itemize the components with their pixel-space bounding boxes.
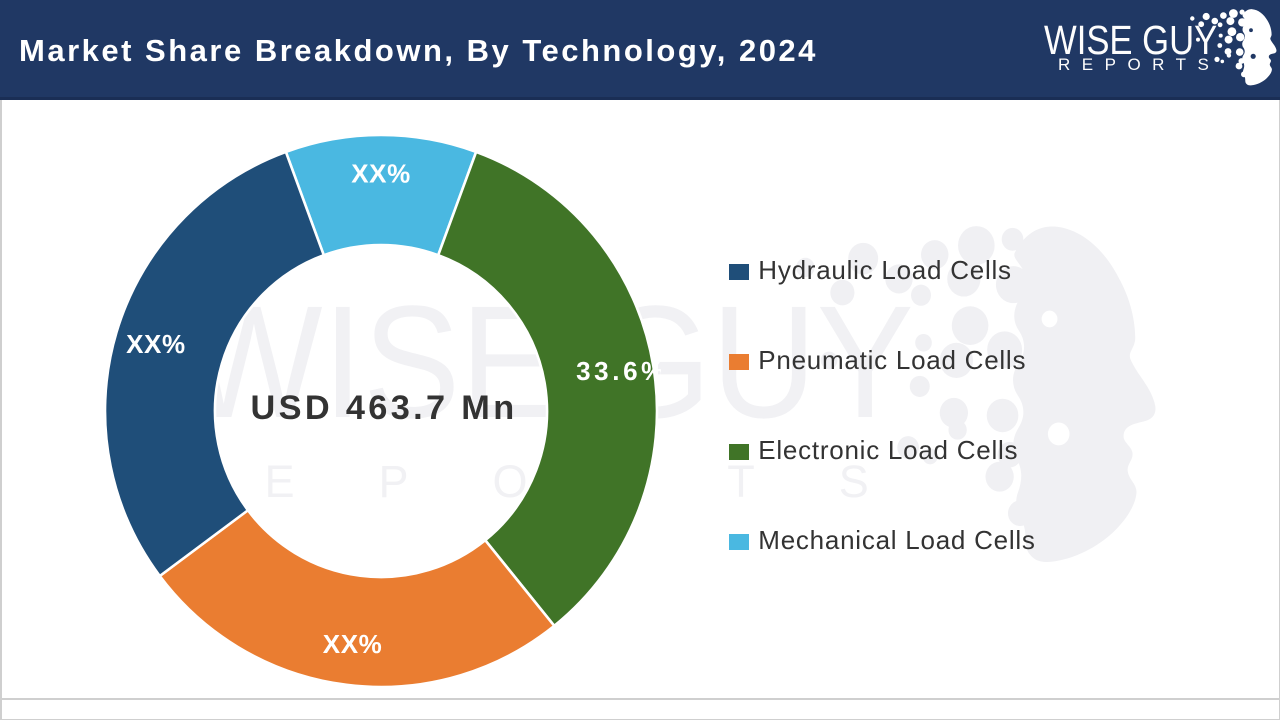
svg-text:XX%: XX% bbox=[351, 158, 411, 188]
svg-text:XX%: XX% bbox=[126, 329, 186, 359]
svg-text:33.6%: 33.6% bbox=[576, 356, 661, 386]
svg-text:XX%: XX% bbox=[323, 629, 383, 659]
